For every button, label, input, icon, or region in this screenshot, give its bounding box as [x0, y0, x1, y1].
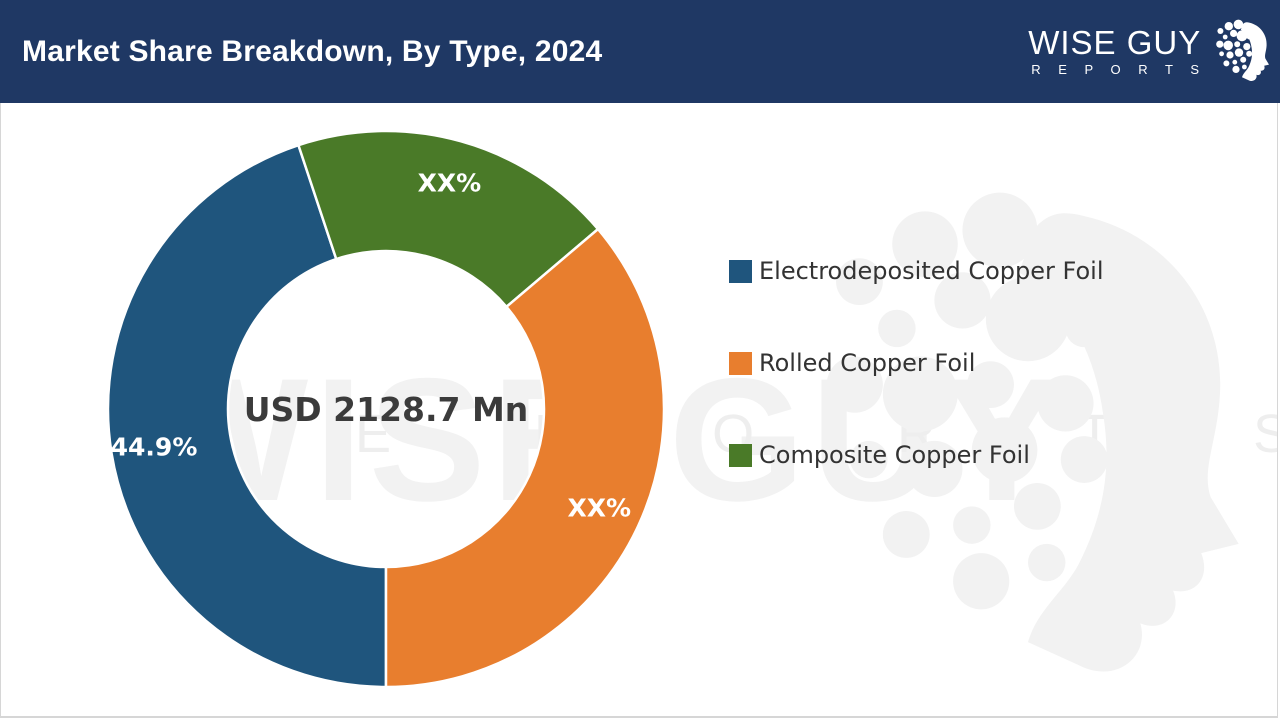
- donut-segment: [106, 143, 388, 689]
- logo-text: WISE GUY R E P O R T S: [1028, 24, 1206, 78]
- logo-reports-subtext: R E P O R T S: [1031, 62, 1206, 77]
- logo-wordmark: WISE GUY: [1028, 24, 1202, 61]
- chart-title: Market Share Breakdown, By Type, 2024: [22, 34, 603, 68]
- segment-percentage-label: 44.9%: [111, 432, 198, 461]
- segment-percentage-label: XX%: [567, 494, 631, 523]
- legend-item: Composite Copper Foil: [729, 440, 1104, 470]
- legend-swatch-electrodeposited: [729, 259, 752, 283]
- segment-percentage-label: XX%: [418, 169, 482, 198]
- wiseguy-head-logo-icon: [1212, 9, 1272, 95]
- legend-item: Electrodeposited Copper Foil: [729, 256, 1104, 286]
- legend-swatch-composite: [729, 443, 752, 467]
- legend-label-composite: Composite Copper Foil: [759, 441, 1030, 469]
- donut-center-value: USD 2128.7 Mn: [243, 390, 529, 429]
- donut-chart: 44.9% XX% XX%: [106, 129, 666, 689]
- donut-segment: [297, 129, 600, 309]
- legend-label-electrodeposited: Electrodeposited Copper Foil: [759, 257, 1104, 285]
- legend-label-rolled: Rolled Copper Foil: [759, 349, 976, 377]
- legend: Electrodeposited Copper Foil Rolled Copp…: [729, 256, 1104, 532]
- legend-item: Rolled Copper Foil: [729, 348, 1104, 378]
- wiseguy-logo: WISE GUY R E P O R T S: [1028, 0, 1272, 103]
- legend-swatch-rolled: [729, 351, 752, 375]
- donut-segment: [384, 227, 666, 689]
- chart-canvas: WISE GUY R E P O R T S 44.9% XX% XX% USD 2…: [0, 103, 1278, 718]
- header-bar: Market Share Breakdown, By Type, 2024 WI…: [0, 0, 1280, 103]
